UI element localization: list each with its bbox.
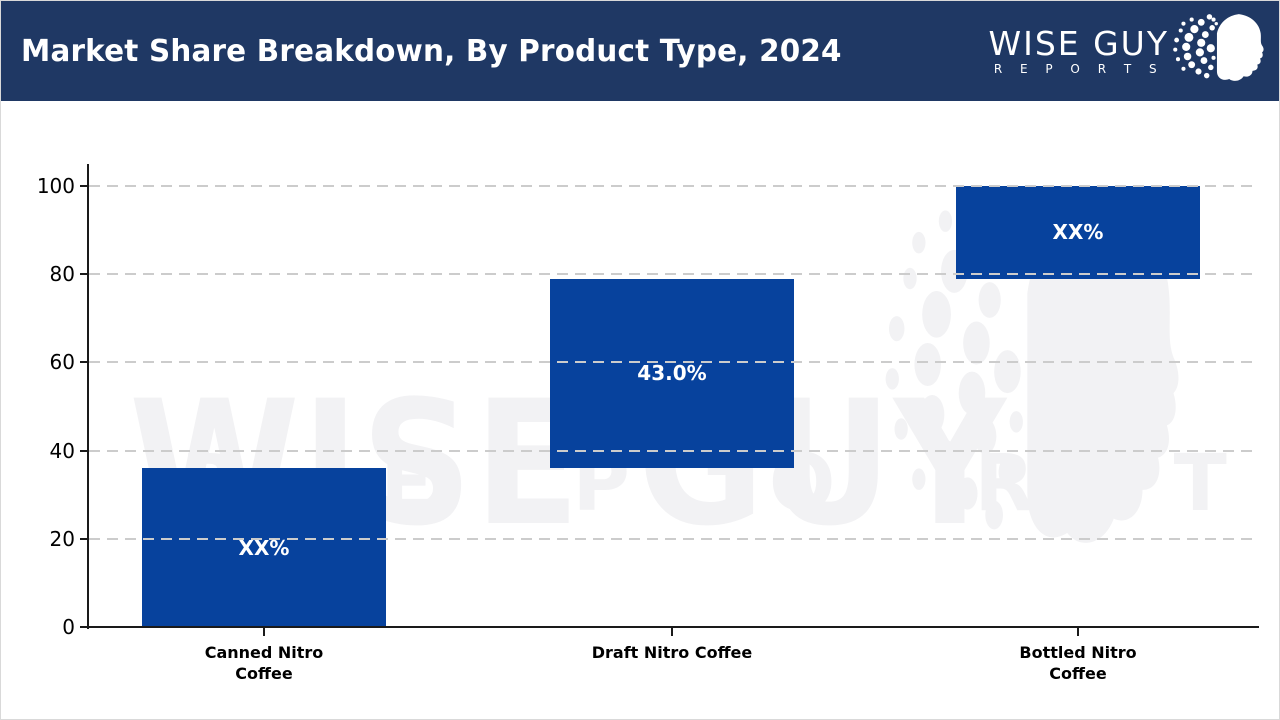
y-gridline bbox=[89, 537, 1259, 540]
bar-value-label: 43.0% bbox=[637, 361, 707, 386]
y-tick-mark bbox=[80, 185, 87, 187]
logo-wordmark: WISE GUY bbox=[988, 24, 1169, 63]
x-category-label: Canned Nitro Coffee bbox=[204, 643, 324, 683]
y-gridline bbox=[89, 361, 1259, 364]
y-tick-mark bbox=[80, 449, 87, 452]
logo-face-icon bbox=[1173, 14, 1264, 81]
logo-subtext: R E P O R T S bbox=[993, 62, 1164, 76]
x-category-label: Draft Nitro Coffee bbox=[591, 643, 753, 662]
y-axis-line bbox=[87, 164, 89, 629]
y-gridline bbox=[89, 185, 1259, 187]
page-title: Market Share Breakdown, By Product Type,… bbox=[21, 33, 842, 69]
wiseguy-logo: WISE GUY R E P O R T S bbox=[988, 10, 1267, 92]
header: Market Share Breakdown, By Product Type,… bbox=[1, 1, 1279, 101]
y-tick-mark bbox=[80, 537, 87, 540]
y-tick-mark bbox=[80, 361, 87, 364]
y-tick-label: 20 bbox=[49, 526, 75, 551]
y-tick-label: 0 bbox=[62, 615, 75, 639]
bar-value-label: XX% bbox=[238, 535, 290, 560]
bar-segment bbox=[550, 278, 794, 469]
x-category-label: Bottled Nitro Coffee bbox=[1019, 643, 1137, 683]
y-tick-label: 100 bbox=[36, 174, 75, 198]
chart-area: WISE GUY R E P O R T S XX%43.0%XX%020406… bbox=[1, 101, 1279, 719]
x-axis-line bbox=[87, 626, 1259, 628]
bar-value-label: XX% bbox=[1052, 220, 1104, 245]
y-tick-mark bbox=[80, 626, 87, 628]
bar-segment bbox=[142, 468, 386, 627]
y-gridline bbox=[89, 449, 1259, 452]
x-tick-mark bbox=[263, 628, 265, 636]
y-tick-mark bbox=[80, 273, 87, 276]
x-tick-mark bbox=[671, 628, 673, 636]
x-tick-mark bbox=[1077, 628, 1079, 636]
y-tick-label: 80 bbox=[49, 262, 75, 287]
y-tick-label: 60 bbox=[49, 350, 75, 375]
y-tick-label: 40 bbox=[49, 438, 75, 463]
y-gridline bbox=[89, 273, 1259, 276]
